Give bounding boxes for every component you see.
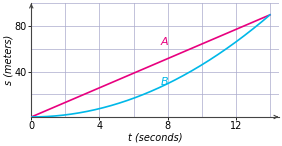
Text: A: A: [161, 38, 169, 47]
Text: B: B: [161, 77, 169, 87]
Y-axis label: s (meters): s (meters): [3, 35, 14, 85]
X-axis label: t (seconds): t (seconds): [128, 133, 182, 142]
